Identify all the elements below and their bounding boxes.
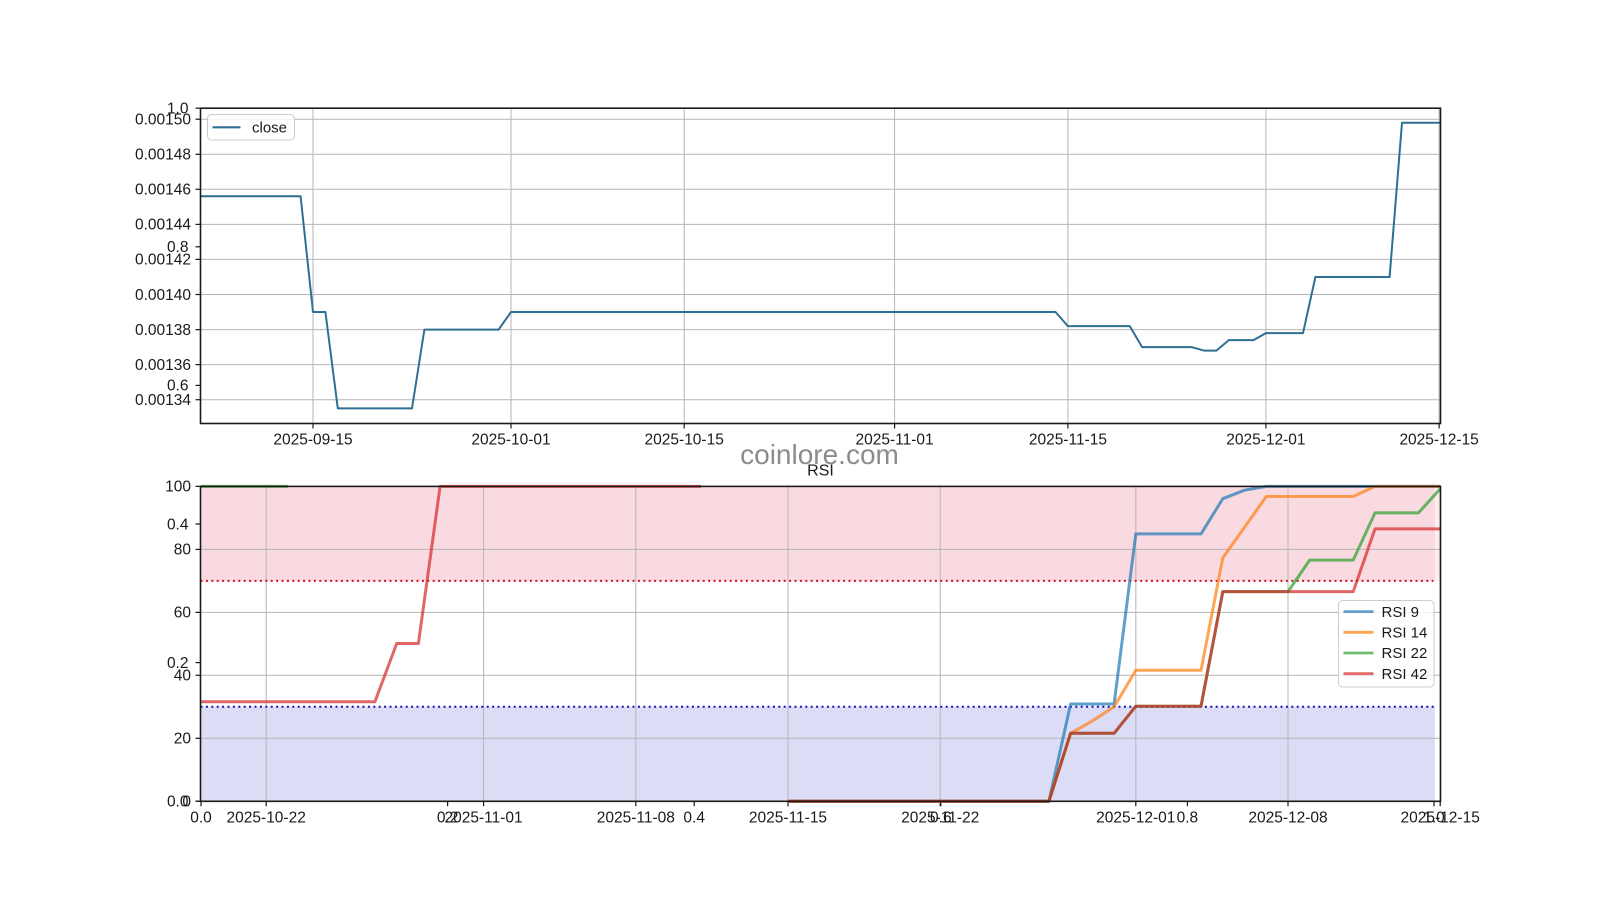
svg-text:RSI: RSI <box>807 463 834 480</box>
svg-text:2025-09-15: 2025-09-15 <box>273 432 352 449</box>
svg-text:0.4: 0.4 <box>683 809 705 826</box>
svg-text:1.0: 1.0 <box>1423 809 1445 826</box>
svg-text:0.00140: 0.00140 <box>135 287 191 304</box>
svg-text:close: close <box>252 119 287 136</box>
svg-text:2025-12-08: 2025-12-08 <box>1248 809 1327 826</box>
svg-text:RSI 9: RSI 9 <box>1382 604 1420 621</box>
svg-text:0.00142: 0.00142 <box>135 252 191 269</box>
svg-text:2025-12-01: 2025-12-01 <box>1226 432 1305 449</box>
svg-text:2025-11-08: 2025-11-08 <box>597 809 675 826</box>
svg-text:0.6: 0.6 <box>167 378 189 395</box>
svg-text:40: 40 <box>174 668 192 685</box>
svg-text:20: 20 <box>174 731 192 748</box>
svg-text:2025-11-15: 2025-11-15 <box>749 809 827 826</box>
svg-text:60: 60 <box>174 605 192 622</box>
svg-text:0.00148: 0.00148 <box>135 147 191 164</box>
svg-text:0.2: 0.2 <box>437 809 459 826</box>
svg-text:2025-10-15: 2025-10-15 <box>645 432 724 449</box>
svg-text:80: 80 <box>174 542 192 559</box>
svg-text:0.0: 0.0 <box>190 809 212 826</box>
svg-text:0.6: 0.6 <box>930 809 952 826</box>
svg-text:2025-12-01: 2025-12-01 <box>1096 809 1175 826</box>
svg-text:RSI 42: RSI 42 <box>1382 666 1428 683</box>
svg-text:0.00144: 0.00144 <box>135 217 191 234</box>
svg-text:0.00138: 0.00138 <box>135 322 191 339</box>
svg-text:0.8: 0.8 <box>1177 809 1199 826</box>
svg-text:2025-12-15: 2025-12-15 <box>1401 809 1480 826</box>
svg-text:0.00136: 0.00136 <box>135 357 191 374</box>
svg-text:coinlore.com: coinlore.com <box>740 439 899 470</box>
svg-text:2025-11-01: 2025-11-01 <box>445 809 523 826</box>
svg-text:100: 100 <box>165 479 191 496</box>
svg-text:2025-11-01: 2025-11-01 <box>856 432 934 449</box>
svg-text:1.0: 1.0 <box>167 101 189 118</box>
svg-text:RSI 22: RSI 22 <box>1382 645 1428 662</box>
svg-text:0.00150: 0.00150 <box>135 112 191 129</box>
svg-text:2025-11-22: 2025-11-22 <box>901 809 979 826</box>
svg-text:0.00146: 0.00146 <box>135 182 191 199</box>
svg-text:2025-12-15: 2025-12-15 <box>1399 432 1478 449</box>
svg-text:0.4: 0.4 <box>167 516 189 533</box>
svg-text:0.2: 0.2 <box>167 655 189 672</box>
svg-text:0.8: 0.8 <box>167 239 189 256</box>
svg-text:2025-10-22: 2025-10-22 <box>227 809 306 826</box>
svg-text:0.00134: 0.00134 <box>135 392 191 409</box>
svg-text:RSI 14: RSI 14 <box>1382 625 1428 642</box>
svg-text:0: 0 <box>182 794 191 811</box>
svg-text:2025-11-15: 2025-11-15 <box>1029 432 1107 449</box>
svg-text:2025-10-01: 2025-10-01 <box>471 432 550 449</box>
svg-text:0.0: 0.0 <box>167 794 189 811</box>
